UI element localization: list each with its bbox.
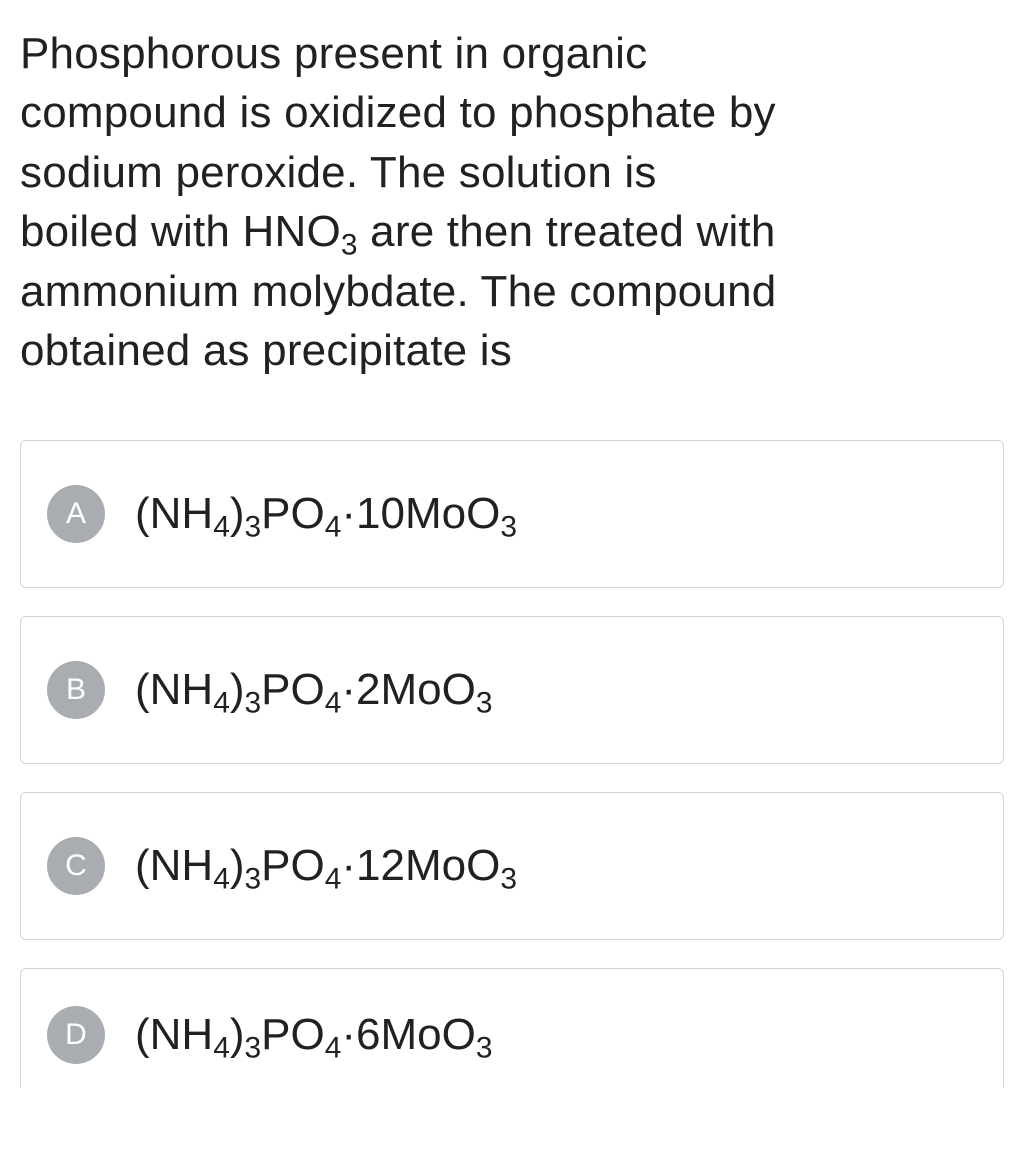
question-text: Phosphorous present in organic compound … [12, 24, 1012, 380]
option-a[interactable]: A (NH4)3PO4·10MoO3 [20, 440, 1004, 588]
q-line-2: compound is oxidized to phosphate by [20, 88, 776, 137]
option-d-formula: (NH4)3PO4·6MoO3 [135, 1013, 493, 1057]
option-c-badge: C [47, 837, 105, 895]
q-line-3: sodium peroxide. The solution is [20, 148, 657, 197]
f-dot: · [341, 489, 356, 538]
option-b-badge: B [47, 661, 105, 719]
q-line-4b: are then treated with [358, 207, 776, 256]
q-line-1: Phosphorous present in organic [20, 29, 647, 78]
f-coef-a: 10 [356, 489, 405, 538]
q-hno3-sub: 3 [341, 229, 358, 262]
f-coef-c: 12 [356, 841, 405, 890]
f-moo: MoO [381, 665, 476, 714]
options-list: A (NH4)3PO4·10MoO3 B (NH4)3PO4·2MoO3 C (… [12, 440, 1012, 1088]
f-3a: 3 [245, 863, 262, 896]
f-po: PO [261, 665, 325, 714]
f-3a: 3 [245, 511, 262, 544]
f-4: 4 [213, 511, 230, 544]
q-line-4a: boiled with HNO [20, 207, 341, 256]
option-d-badge: D [47, 1006, 105, 1064]
f-paren: ) [230, 1010, 245, 1059]
f-moo: MoO [405, 489, 500, 538]
f-moo: MoO [381, 1010, 476, 1059]
option-b-formula: (NH4)3PO4·2MoO3 [135, 668, 493, 712]
f-coef-d: 6 [356, 1010, 380, 1059]
f-paren: ) [230, 665, 245, 714]
f-nh: (NH [135, 841, 213, 890]
f-dot: · [341, 665, 356, 714]
f-po: PO [261, 841, 325, 890]
f-4b: 4 [325, 687, 342, 720]
f-3a: 3 [245, 1031, 262, 1064]
f-4: 4 [213, 1031, 230, 1064]
f-dot: · [341, 1010, 356, 1059]
f-4b: 4 [325, 863, 342, 896]
option-b[interactable]: B (NH4)3PO4·2MoO3 [20, 616, 1004, 764]
f-3b: 3 [500, 863, 517, 896]
option-c-formula: (NH4)3PO4·12MoO3 [135, 844, 517, 888]
option-a-badge: A [47, 485, 105, 543]
f-nh: (NH [135, 665, 213, 714]
page-wrap: Phosphorous present in organic compound … [0, 0, 1024, 1088]
f-paren: ) [230, 489, 245, 538]
f-paren: ) [230, 841, 245, 890]
f-4b: 4 [325, 1031, 342, 1064]
f-3b: 3 [476, 1031, 493, 1064]
f-4: 4 [213, 863, 230, 896]
q-line-6: obtained as precipitate is [20, 326, 512, 375]
q-line-5: ammonium molybdate. The compound [20, 267, 776, 316]
f-3a: 3 [245, 687, 262, 720]
f-3b: 3 [476, 687, 493, 720]
f-po: PO [261, 1010, 325, 1059]
f-4b: 4 [325, 511, 342, 544]
f-po: PO [261, 489, 325, 538]
option-d[interactable]: D (NH4)3PO4·6MoO3 [20, 968, 1004, 1088]
option-c[interactable]: C (NH4)3PO4·12MoO3 [20, 792, 1004, 940]
option-a-formula: (NH4)3PO4·10MoO3 [135, 492, 517, 536]
f-4: 4 [213, 687, 230, 720]
f-coef-b: 2 [356, 665, 380, 714]
f-dot: · [341, 841, 356, 890]
f-nh: (NH [135, 1010, 213, 1059]
f-nh: (NH [135, 489, 213, 538]
f-3b: 3 [500, 511, 517, 544]
f-moo: MoO [405, 841, 500, 890]
